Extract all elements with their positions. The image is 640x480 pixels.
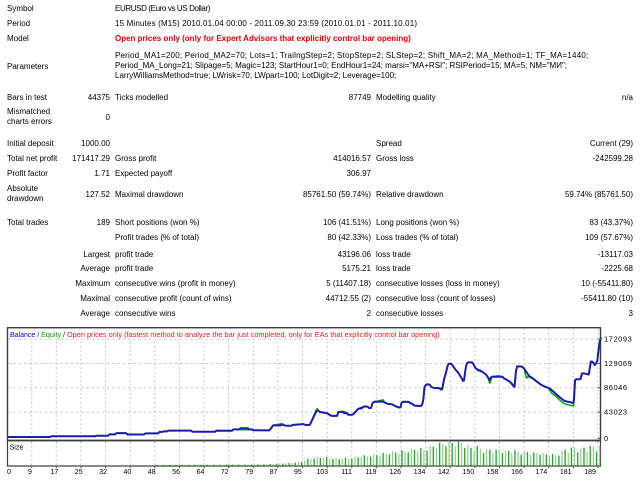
svg-text:Balance / Equity / Open prices: Balance / Equity / Open prices only (fas… — [10, 330, 440, 339]
svg-text:17: 17 — [51, 469, 59, 476]
svg-text:111: 111 — [341, 469, 352, 476]
svg-text:142: 142 — [438, 469, 450, 476]
svg-text:158: 158 — [487, 469, 499, 476]
svg-text:48: 48 — [148, 469, 156, 476]
svg-text:72: 72 — [221, 469, 229, 476]
svg-text:0: 0 — [7, 469, 11, 476]
svg-text:166: 166 — [511, 469, 523, 476]
svg-text:25: 25 — [75, 469, 83, 476]
svg-text:126: 126 — [389, 469, 401, 476]
svg-text:181: 181 — [560, 469, 572, 476]
svg-text:86046: 86046 — [604, 383, 628, 392]
svg-text:Size: Size — [10, 443, 24, 452]
svg-text:87: 87 — [270, 469, 278, 476]
svg-text:79: 79 — [245, 469, 253, 476]
svg-text:32: 32 — [99, 469, 107, 476]
svg-text:189: 189 — [584, 469, 596, 476]
svg-text:134: 134 — [414, 469, 426, 476]
svg-text:43023: 43023 — [604, 408, 628, 417]
svg-text:0: 0 — [604, 434, 609, 443]
svg-text:95: 95 — [294, 469, 302, 476]
svg-text:103: 103 — [316, 469, 328, 476]
svg-text:119: 119 — [365, 469, 376, 476]
svg-text:129069: 129069 — [604, 359, 632, 368]
svg-text:174: 174 — [536, 469, 548, 476]
svg-text:150: 150 — [462, 469, 474, 476]
svg-text:56: 56 — [172, 469, 180, 476]
svg-text:64: 64 — [197, 469, 205, 476]
svg-text:172093: 172093 — [604, 335, 632, 344]
svg-text:9: 9 — [28, 469, 32, 476]
svg-text:40: 40 — [124, 469, 132, 476]
